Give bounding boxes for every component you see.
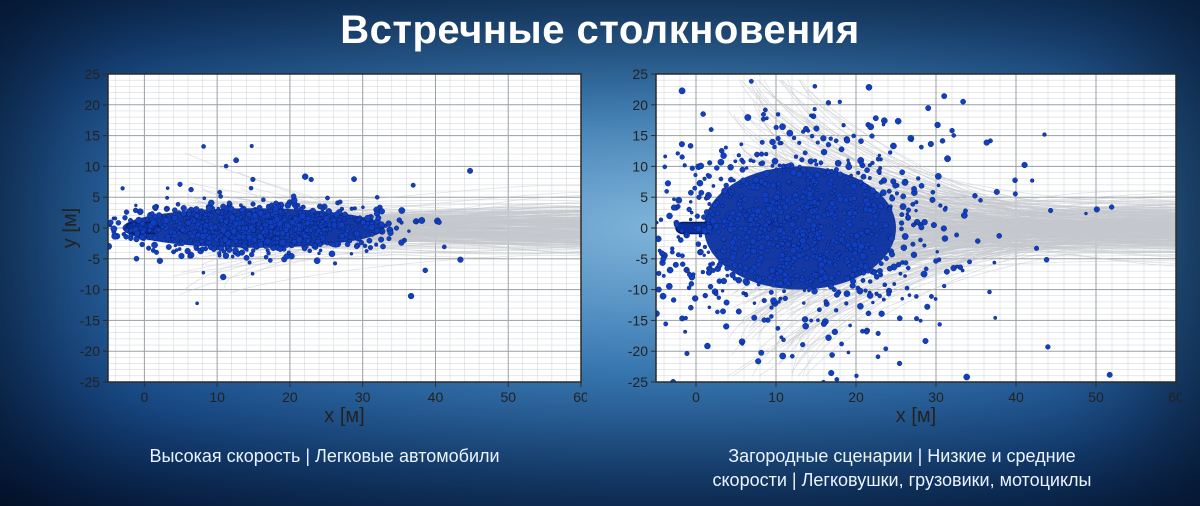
chart-svg: 0 10 20 30 40 50 60 -25 -20 -15 -10 -5 0 5 10 15 20 25 x [… — [62, 68, 587, 428]
svg-text:50: 50 — [1088, 389, 1104, 405]
svg-text:-15: -15 — [628, 312, 648, 328]
svg-text:15: 15 — [632, 128, 648, 144]
svg-text:60: 60 — [1168, 389, 1182, 405]
svg-text:-15: -15 — [80, 312, 100, 328]
svg-text:-10: -10 — [628, 282, 648, 298]
svg-text:x [м]: x [м] — [324, 405, 364, 427]
caption-right: Загородные сценарии | Низкие и средние с… — [622, 444, 1182, 493]
svg-text:25: 25 — [84, 68, 100, 82]
svg-text:15: 15 — [84, 128, 100, 144]
svg-text:60: 60 — [573, 389, 587, 405]
svg-text:20: 20 — [84, 97, 100, 113]
svg-text:25: 25 — [632, 68, 648, 82]
svg-text:50: 50 — [500, 389, 516, 405]
chart-svg: 0 10 20 30 40 50 60 -25 -20 -15 -10 -5 0 5 10 15 20 25 x [… — [622, 68, 1182, 428]
svg-text:10: 10 — [768, 389, 784, 405]
stage: Встречные столкновения 0102030405060-25-… — [0, 0, 1200, 506]
svg-text:-20: -20 — [628, 343, 648, 359]
svg-text:20: 20 — [848, 389, 864, 405]
svg-text:5: 5 — [640, 189, 648, 205]
page-title: Встречные столкновения — [0, 8, 1200, 53]
svg-text:0: 0 — [692, 389, 700, 405]
svg-text:30: 30 — [355, 389, 371, 405]
svg-text:10: 10 — [209, 389, 225, 405]
svg-text:-20: -20 — [80, 343, 100, 359]
svg-text:5: 5 — [92, 189, 100, 205]
svg-text:40: 40 — [1008, 389, 1024, 405]
svg-text:-25: -25 — [80, 374, 100, 390]
svg-text:30: 30 — [928, 389, 944, 405]
svg-text:0: 0 — [640, 220, 648, 236]
svg-text:y [м]: y [м] — [62, 208, 81, 248]
svg-text:0: 0 — [92, 220, 100, 236]
chart-panel-left: 0 10 20 30 40 50 60 -25 -20 -15 -10 -5 0 5 10 15 20 25 x [… — [62, 68, 587, 428]
svg-text:10: 10 — [632, 158, 648, 174]
svg-text:x [м]: x [м] — [896, 405, 936, 427]
svg-text:20: 20 — [282, 389, 298, 405]
svg-text:20: 20 — [632, 97, 648, 113]
caption-left: Высокая скорость | Легковые автомобили — [62, 444, 587, 468]
svg-text:-5: -5 — [636, 251, 649, 267]
svg-text:40: 40 — [428, 389, 444, 405]
svg-text:-10: -10 — [80, 282, 100, 298]
svg-text:10: 10 — [84, 158, 100, 174]
svg-text:-5: -5 — [88, 251, 101, 267]
svg-text:0: 0 — [140, 389, 148, 405]
svg-text:-25: -25 — [628, 374, 648, 390]
chart-panel-right: 0 10 20 30 40 50 60 -25 -20 -15 -10 -5 0 5 10 15 20 25 x [… — [622, 68, 1182, 428]
